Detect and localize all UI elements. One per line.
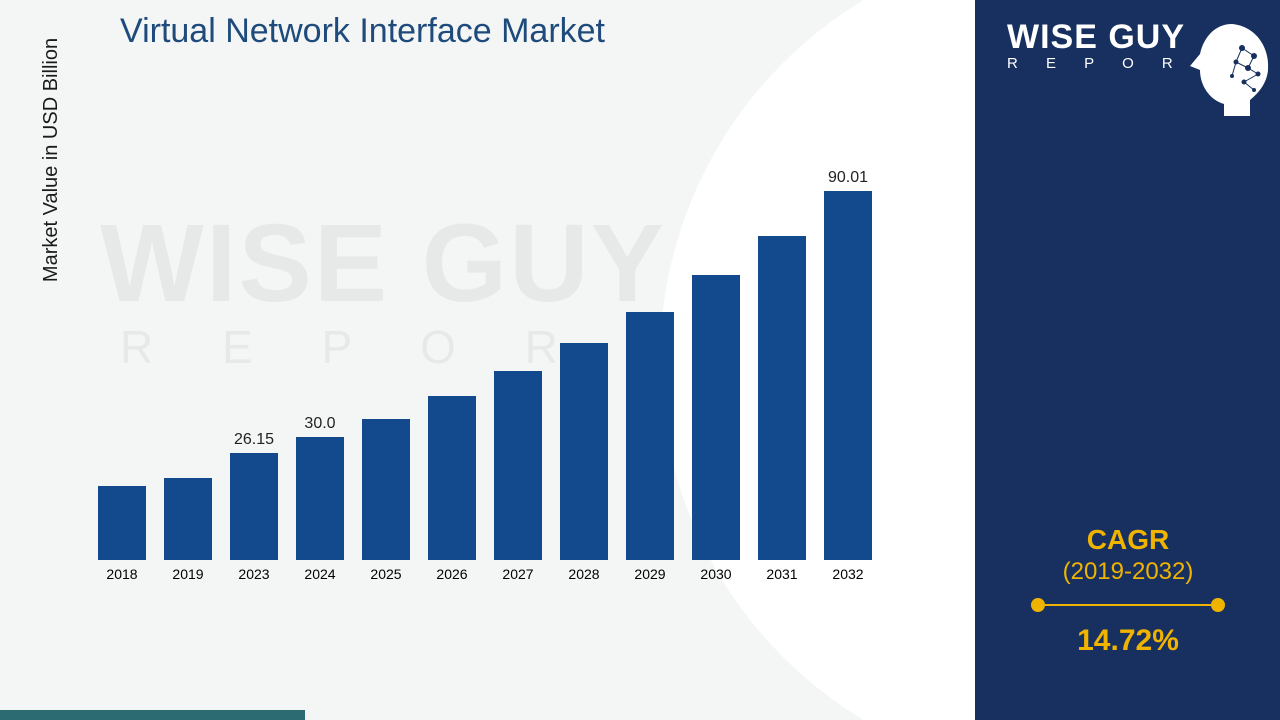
bar-2026 xyxy=(428,374,476,560)
cagr-label: CAGR xyxy=(1023,524,1233,556)
bar-rect xyxy=(98,486,146,560)
cagr-value: 14.72% xyxy=(1023,624,1233,658)
bar-2019 xyxy=(164,456,212,560)
sidebar-panel: WISE GUY R E P O R T S CAGR (2019-2032) xyxy=(975,0,1280,720)
x-tick-label: 2023 xyxy=(230,566,278,590)
x-tick-label: 2025 xyxy=(362,566,410,590)
cagr-dot-left-icon xyxy=(1031,598,1045,612)
bar-rect xyxy=(362,419,410,560)
bar-rect xyxy=(164,478,212,560)
x-tick-label: 2019 xyxy=(164,566,212,590)
cagr-period: (2019-2032) xyxy=(1023,558,1233,586)
bar-2028 xyxy=(560,321,608,560)
bar-rect xyxy=(692,275,740,560)
x-tick-label: 2026 xyxy=(428,566,476,590)
bar-rect xyxy=(824,191,872,560)
bar-rect xyxy=(230,453,278,560)
bar-2031 xyxy=(758,214,806,560)
bar-rect xyxy=(428,396,476,560)
bar-2024: 30.0 xyxy=(296,415,344,560)
chart-title: Virtual Network Interface Market xyxy=(120,12,605,51)
bar-rect xyxy=(560,343,608,560)
x-tick-label: 2029 xyxy=(626,566,674,590)
bar-2027 xyxy=(494,349,542,560)
cagr-block: CAGR (2019-2032) 14.72% xyxy=(1023,524,1233,658)
logo-head-icon xyxy=(1184,20,1274,120)
bar-chart: 26.15 30.0 90.01 2018 2019 2023 2024 2025 2026 2… xyxy=(90,150,910,590)
bar-rect xyxy=(758,236,806,560)
chart-canvas: WISE GUY R E P O R T S Virtual Network I… xyxy=(0,0,1280,720)
bar-rect xyxy=(296,437,344,560)
bar-rect xyxy=(494,371,542,560)
bar-2018 xyxy=(98,464,146,560)
x-tick-label: 2028 xyxy=(560,566,608,590)
cagr-dot-right-icon xyxy=(1211,598,1225,612)
bar-2025 xyxy=(362,397,410,560)
x-tick-label: 2018 xyxy=(98,566,146,590)
y-axis-label: Market Value in USD Billion xyxy=(40,0,63,360)
bar-value-label: 90.01 xyxy=(828,169,868,187)
bar-value-label: 30.0 xyxy=(304,415,335,433)
x-tick-label: 2027 xyxy=(494,566,542,590)
cagr-divider xyxy=(1038,604,1218,606)
x-tick-label: 2030 xyxy=(692,566,740,590)
footer-accent-bar xyxy=(0,710,305,720)
bar-2030 xyxy=(692,253,740,560)
bar-2023: 26.15 xyxy=(230,431,278,560)
bar-2029 xyxy=(626,290,674,560)
bar-2032: 90.01 xyxy=(824,169,872,560)
x-tick-label: 2024 xyxy=(296,566,344,590)
x-tick-label: 2032 xyxy=(824,566,872,590)
x-tick-label: 2031 xyxy=(758,566,806,590)
bar-rect xyxy=(626,312,674,560)
bar-value-label: 26.15 xyxy=(234,431,274,449)
